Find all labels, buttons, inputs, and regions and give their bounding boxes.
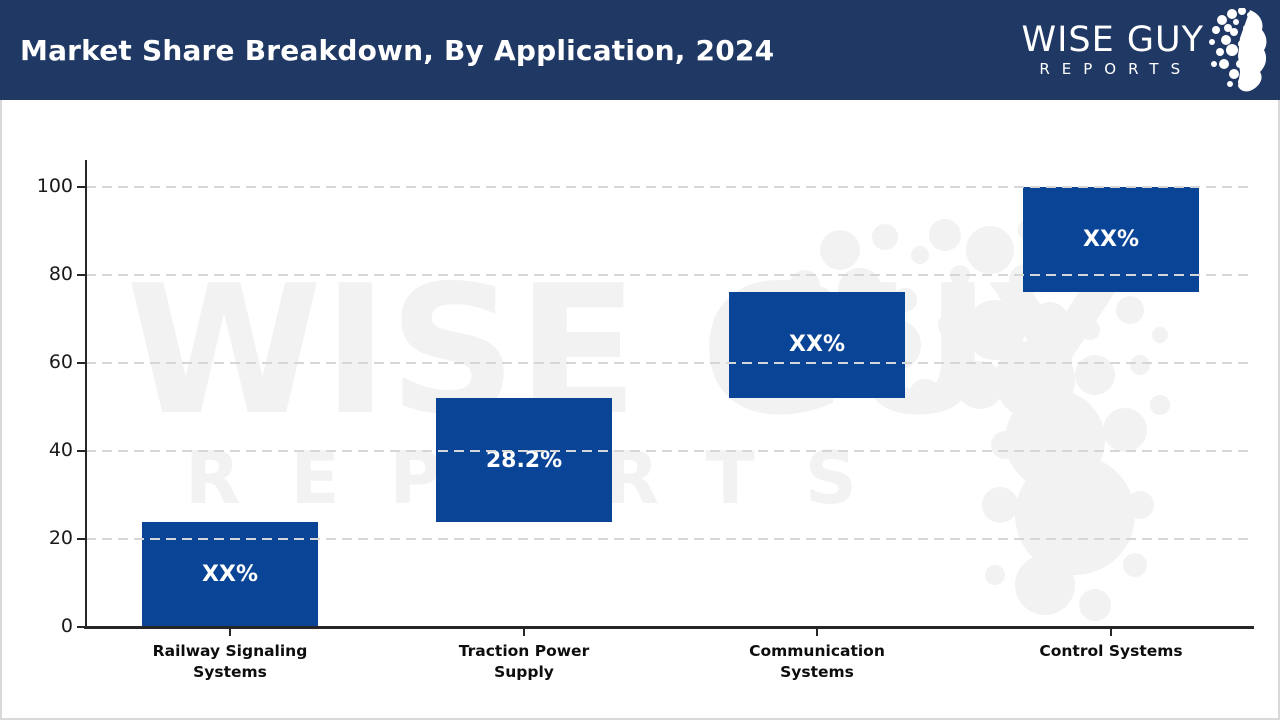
logo-wordmark: WISE GUY bbox=[1021, 20, 1204, 60]
x-tick-mark-0 bbox=[229, 629, 231, 636]
grid-line-80 bbox=[86, 274, 1253, 276]
y-tick-mark-20 bbox=[77, 538, 85, 540]
grid-line-20 bbox=[86, 538, 1253, 540]
bar-value-label: XX% bbox=[202, 562, 258, 588]
header-bar: Market Share Breakdown, By Application, … bbox=[0, 0, 1280, 100]
bar-value-label: XX% bbox=[1083, 226, 1139, 252]
logo-face-icon bbox=[1209, 8, 1267, 92]
grid-line-40 bbox=[86, 450, 1253, 452]
watermark-wordmark: WISE GUY bbox=[126, 247, 1120, 454]
grid-line-100 bbox=[86, 186, 1253, 188]
y-tick-label-20: 20 bbox=[48, 527, 73, 549]
x-category-label-3: Control Systems bbox=[1039, 642, 1183, 660]
bar-control-systems: XX% bbox=[1023, 187, 1199, 292]
x-tick-mark-3 bbox=[1110, 629, 1112, 636]
y-axis-spine bbox=[85, 160, 87, 628]
x-category-label-0: Railway Signaling Systems bbox=[152, 642, 308, 681]
bar-communication-systems: XX% bbox=[729, 291, 905, 399]
y-tick-mark-100 bbox=[77, 186, 85, 188]
x-category-label-1: Traction Power Supply bbox=[458, 642, 590, 681]
logo-text: WISE GUY REPORTS bbox=[1021, 23, 1204, 77]
y-tick-mark-60 bbox=[77, 362, 85, 364]
y-tick-mark-0 bbox=[77, 626, 85, 628]
y-tick-label-40: 40 bbox=[48, 439, 73, 461]
logo: WISE GUY REPORTS bbox=[1021, 8, 1280, 92]
x-axis-line bbox=[84, 626, 1254, 629]
logo-subtitle: REPORTS bbox=[1039, 60, 1193, 78]
bar-value-label: XX% bbox=[789, 332, 845, 358]
grid-line-60 bbox=[86, 362, 1253, 364]
x-tick-mark-1 bbox=[523, 629, 525, 636]
y-tick-label-0: 0 bbox=[60, 615, 73, 637]
y-tick-label-60: 60 bbox=[48, 351, 73, 373]
y-tick-label-100: 100 bbox=[36, 175, 73, 197]
page-title: Market Share Breakdown, By Application, … bbox=[20, 33, 775, 67]
plot-area: 0 20 40 60 80 100 XX% Railway Signaling Systems… bbox=[0, 100, 1280, 720]
x-category-label-2: Communication Systems bbox=[749, 642, 885, 681]
bar-traction-power-supply: 28.2% bbox=[436, 398, 612, 523]
x-tick-mark-2 bbox=[816, 629, 818, 636]
y-tick-label-80: 80 bbox=[48, 263, 73, 285]
y-tick-mark-40 bbox=[77, 450, 85, 452]
y-tick-mark-80 bbox=[77, 274, 85, 276]
